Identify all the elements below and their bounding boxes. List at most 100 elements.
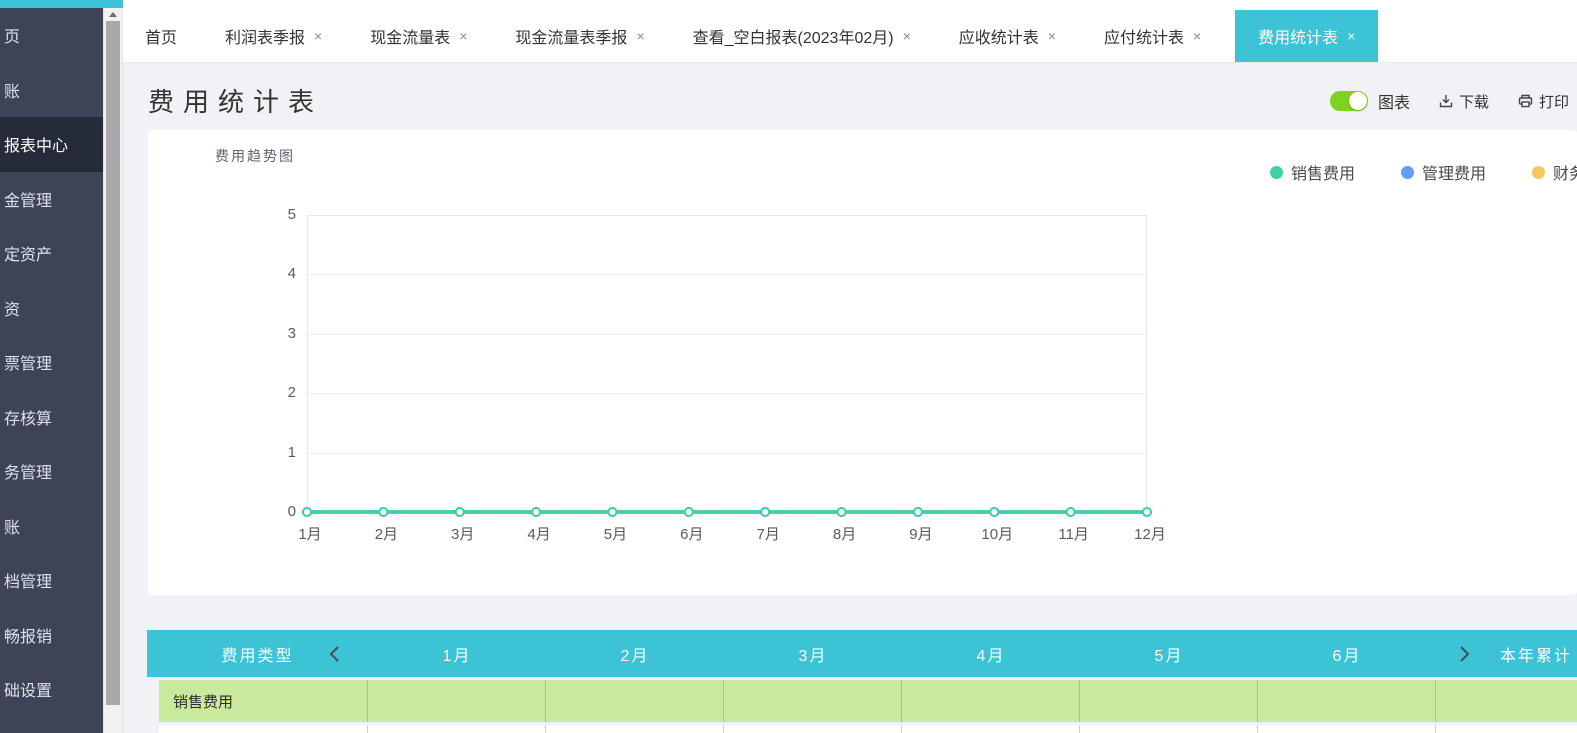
data-point-marker [302,507,312,517]
x-axis-tick-label: 4月 [527,526,551,543]
value-cell [724,680,902,722]
value-cell [1258,725,1436,733]
sidebar-item[interactable]: 报表中心 [0,117,103,172]
tab-label: 首页 [145,30,178,47]
y-axis-tick-label: 5 [287,206,296,223]
table-body: 销售费用 [159,680,1577,733]
data-point-marker [1065,507,1076,517]
print-button[interactable]: 打印 [1517,91,1569,112]
x-axis-tick-label: 1月 [298,526,322,543]
sidebar-item[interactable]: 畅报销 [4,628,53,646]
value-cell [1080,680,1258,722]
sidebar-item[interactable]: 档管理 [4,574,53,592]
close-icon[interactable]: × [1047,28,1056,44]
x-axis-tick-label: 2月 [374,526,399,543]
close-icon[interactable]: × [459,28,468,44]
page-title: 费用统计表 [148,87,324,117]
close-icon[interactable]: × [1347,28,1356,44]
legend-label: 销售费用 [1291,166,1356,183]
tab[interactable]: 应付统计表 × [1104,10,1201,62]
legend-item[interactable]: 销售费用 [1270,160,1355,184]
tab[interactable]: 现金流量表季报 × [515,10,644,62]
value-cell [546,680,724,722]
sidebar-item[interactable]: 金管理 [4,192,53,210]
legend-label: 财务费用 [1553,166,1577,183]
value-cell [902,680,1080,722]
toggle-knob [1349,92,1367,110]
download-button[interactable]: 下载 [1438,91,1489,112]
scroll-columns-right-button[interactable] [1459,630,1470,677]
close-icon[interactable]: × [636,28,645,44]
sidebar-nav: 页账报表中心 金管理 定资产资票管理 存核算 务管理账档管理 畅报销 础设置 [0,8,103,733]
value-cell [1436,680,1577,722]
chart-title: 费用趋势图 [215,148,295,164]
chevron-left-icon [329,645,339,662]
data-point-marker [760,507,771,517]
data-point-marker [454,507,465,517]
sidebar-item[interactable]: 票管理 [4,356,53,374]
data-point-marker [912,507,923,517]
x-axis-tick-label: 12月 [1134,526,1166,543]
data-point-marker [836,507,847,517]
tab[interactable]: 现金流量表 × [370,10,467,62]
legend-dot-icon [1270,165,1283,179]
column-header: 5月 [1154,647,1184,665]
main-content: 首页 利润表季报 × 现金流量表 × 现金流量表季报 × 查看_空白报表(2023年02月) ×… [123,0,1577,733]
legend-label: 管理费用 [1422,166,1487,183]
sidebar-item[interactable]: 务管理 [4,465,53,483]
value-cell [1436,725,1577,733]
line-chart-plot [302,215,1152,517]
data-point-marker [683,507,694,517]
tab[interactable]: 应收统计表 × [959,10,1056,62]
tab-label: 利润表季报 [225,30,306,47]
close-icon[interactable]: × [902,28,911,44]
legend-item[interactable]: 管理费用 [1401,160,1486,184]
close-icon[interactable]: × [1192,28,1202,44]
y-axis-tick-label: 2 [287,384,296,402]
chart-toggle[interactable] [1330,91,1368,111]
sidebar-item[interactable]: 资 [4,301,21,319]
sidebar-item[interactable]: 存核算 [4,410,53,428]
x-axis-tick-label: 8月 [832,526,857,543]
scroll-up-icon [109,12,117,17]
chevron-right-icon [1460,645,1470,662]
column-header: 2月 [620,647,650,665]
table-row[interactable] [159,725,1577,733]
x-axis-tick-label: 11月 [1058,526,1089,543]
tab[interactable]: 查看_空白报表(2023年02月) × [693,10,911,62]
x-axis-tick-label: 10月 [981,526,1014,543]
tab-label: 现金流量表 [370,30,451,47]
scroll-columns-left-button[interactable] [329,630,340,677]
column-header: 6月 [1332,647,1362,665]
y-axis-tick-label: 3 [287,324,296,342]
sidebar-item[interactable]: 账 [4,83,21,101]
sidebar-item[interactable]: 账 [4,519,21,537]
tab[interactable]: 利润表季报 × [225,10,322,62]
data-point-marker [378,507,389,517]
tab[interactable]: 首页 [145,10,177,62]
value-cell [902,725,1080,733]
row-label-cell [159,725,368,733]
x-axis-tick-label: 9月 [909,526,933,543]
scroll-up-button[interactable] [104,8,122,21]
scrollbar-thumb[interactable] [106,21,120,705]
printer-icon [1518,94,1533,108]
sidebar-scrollbar[interactable] [103,8,123,733]
value-cell [724,725,902,733]
data-point-marker [1142,507,1152,517]
legend-dot-icon [1532,165,1546,179]
sidebar-item[interactable]: 础设置 [4,683,53,701]
data-point-marker [531,507,542,517]
sidebar-item[interactable]: 定资产 [4,247,53,265]
legend-item[interactable]: 财务费用 [1532,160,1577,184]
value-cell [1080,725,1258,733]
value-cell [368,680,546,722]
close-icon[interactable]: × [314,28,323,44]
sidebar-item[interactable]: 页 [4,29,21,47]
table-header-row: 费用类型 1月 2月 3月 4月 5月 6月 本年累计 [147,630,1577,677]
data-point-marker [607,507,618,517]
column-header: 1月 [442,647,472,665]
tab-active[interactable]: 费用统计表 × [1235,10,1379,62]
table-row[interactable]: 销售费用 [159,680,1577,722]
chart-toggle-label: 图表 [1378,95,1411,112]
